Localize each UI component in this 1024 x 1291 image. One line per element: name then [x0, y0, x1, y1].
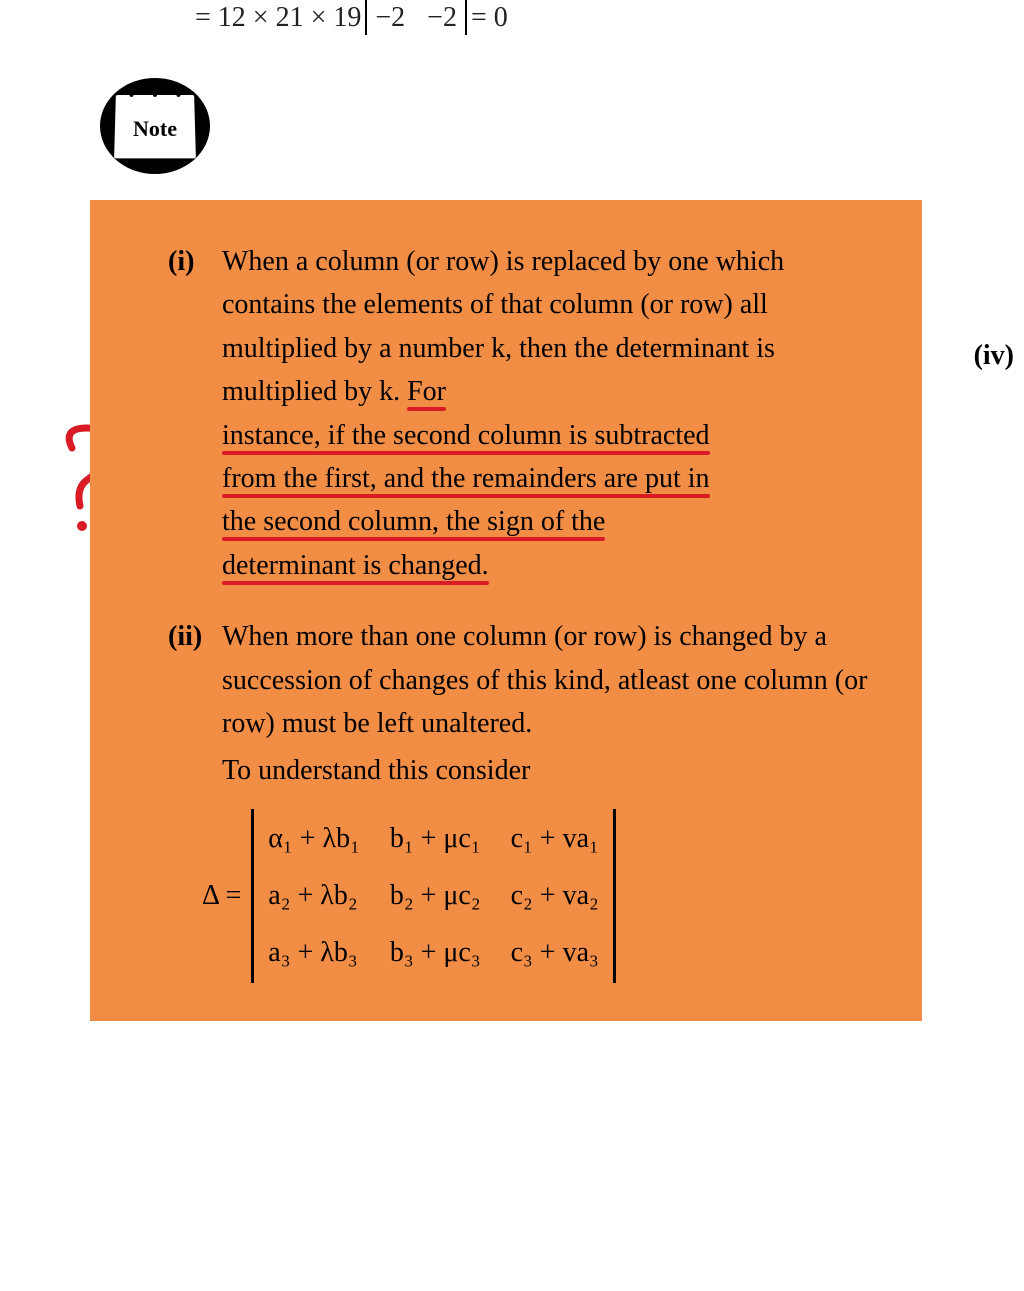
note-item-i: (i) When a column (or row) is replaced b…: [168, 240, 882, 587]
item-i-ul-2: instance, if the second column is subtra…: [222, 420, 710, 451]
item-marker: (i): [168, 240, 222, 587]
determinant-3x3-wrap: Δ = α₁ + λb₁ b₁ + μc₁ c₁ + va₁ a₂ + λb₂ …: [202, 809, 882, 983]
note-badge: Note: [100, 78, 210, 174]
det-2x2: −2−2: [365, 0, 467, 35]
item-i-lead: When a column (or row) is replaced by on…: [222, 246, 784, 407]
item-i-ul-3: from the first, and the remainders are p…: [222, 463, 710, 494]
item-i-ul-5: determinant is changed.: [222, 550, 489, 581]
note-circle-icon: Note: [100, 78, 210, 174]
determinant-3x3: α₁ + λb₁ b₁ + μc₁ c₁ + va₁ a₂ + λb₂ b₂ +…: [251, 809, 616, 983]
note-item-ii: (ii) When more than one column (or row) …: [168, 615, 882, 983]
item-body: When more than one column (or row) is ch…: [222, 615, 882, 983]
item-i-ul-4: the second column, the sign of the: [222, 506, 605, 537]
item-ii-para: When more than one column (or row) is ch…: [222, 615, 882, 745]
top-equation: = 12 × 21 × 19 −2−2 = 0: [195, 0, 508, 35]
item-body: When a column (or row) is replaced by on…: [222, 240, 882, 587]
delta-label: Δ =: [202, 874, 241, 917]
note-label: Note: [133, 116, 177, 142]
side-label-iv: (iv): [974, 340, 1014, 372]
eq-prefix: = 12 × 21 × 19: [195, 2, 361, 34]
eq-suffix: = 0: [471, 2, 508, 34]
note-box: (i) When a column (or row) is replaced b…: [90, 200, 922, 1021]
item-ii-lead2: To understand this consider: [222, 749, 882, 792]
spiral-icon: [130, 87, 181, 96]
item-i-ul-1: For: [407, 376, 446, 407]
page-root: = 12 × 21 × 19 −2−2 = 0 Note (iv) (i): [0, 0, 1024, 1291]
note-card-icon: Note: [114, 95, 196, 158]
